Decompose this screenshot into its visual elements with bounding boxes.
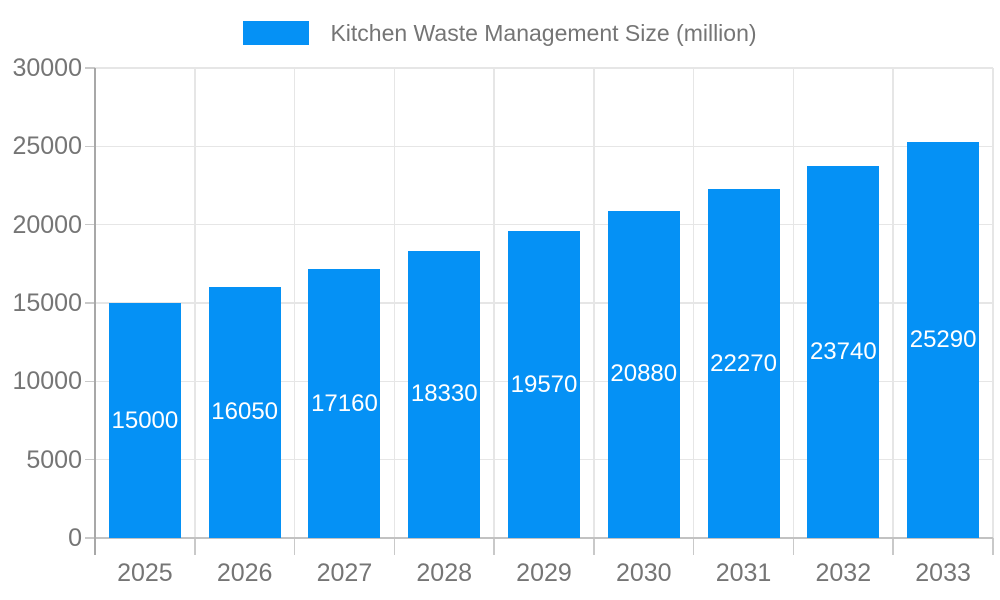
x-axis-label: 2030 xyxy=(615,559,672,587)
x-tick xyxy=(692,538,695,555)
y-axis-label: 10000 xyxy=(12,367,82,396)
x-axis-label: 2029 xyxy=(516,559,572,587)
x-axis-label: 2031 xyxy=(715,559,772,587)
x-tick xyxy=(992,538,994,555)
x-gridline xyxy=(692,68,695,538)
y-gridline xyxy=(95,223,993,226)
y-axis-label: 20000 xyxy=(12,210,82,239)
y-axis-label: 15000 xyxy=(12,289,82,317)
y-tick xyxy=(85,380,95,383)
x-tick xyxy=(892,538,894,555)
x-gridline xyxy=(792,68,795,538)
y-gridline xyxy=(95,145,993,148)
x-gridline xyxy=(992,68,994,538)
x-axis-label: 2025 xyxy=(117,559,173,587)
x-tick xyxy=(393,538,396,555)
bar[interactable] xyxy=(707,189,780,538)
bar[interactable] xyxy=(907,141,980,538)
y-tick xyxy=(85,458,95,461)
x-axis-label: 2027 xyxy=(316,559,373,587)
x-axis-label: 2033 xyxy=(915,559,971,587)
x-tick xyxy=(593,538,595,555)
bar[interactable] xyxy=(208,286,281,538)
y-axis-line xyxy=(94,68,96,555)
y-tick xyxy=(85,145,95,148)
y-axis-label: 30000 xyxy=(12,54,82,82)
x-gridline xyxy=(892,68,894,538)
bar[interactable] xyxy=(108,303,181,538)
bar[interactable] xyxy=(408,250,481,538)
x-gridline xyxy=(194,68,196,538)
x-axis-label: 2032 xyxy=(815,559,872,587)
y-tick xyxy=(85,223,95,226)
x-gridline xyxy=(493,68,495,538)
y-tick xyxy=(85,302,95,304)
y-axis-label: 25000 xyxy=(12,132,82,161)
bar[interactable] xyxy=(807,166,880,538)
x-tick xyxy=(293,538,296,555)
bar[interactable] xyxy=(508,231,580,538)
bar[interactable] xyxy=(607,210,680,538)
y-tick xyxy=(85,537,95,539)
y-axis-label: 0 xyxy=(68,524,82,552)
y-tick xyxy=(85,67,95,69)
x-gridline xyxy=(293,68,296,538)
y-axis-label: 5000 xyxy=(26,445,82,474)
legend-label: Kitchen Waste Management Size (million) xyxy=(330,19,757,46)
legend-swatch xyxy=(243,21,310,45)
bar[interactable] xyxy=(308,269,381,538)
x-tick xyxy=(493,538,495,555)
x-gridline xyxy=(593,68,595,538)
x-axis-label: 2026 xyxy=(216,559,273,587)
x-gridline xyxy=(393,68,396,538)
y-gridline xyxy=(95,67,993,69)
x-axis-label: 2028 xyxy=(416,559,473,587)
legend-item[interactable]: Kitchen Waste Management Size (million) xyxy=(0,17,1000,49)
x-tick xyxy=(792,538,795,555)
x-tick xyxy=(194,538,196,555)
